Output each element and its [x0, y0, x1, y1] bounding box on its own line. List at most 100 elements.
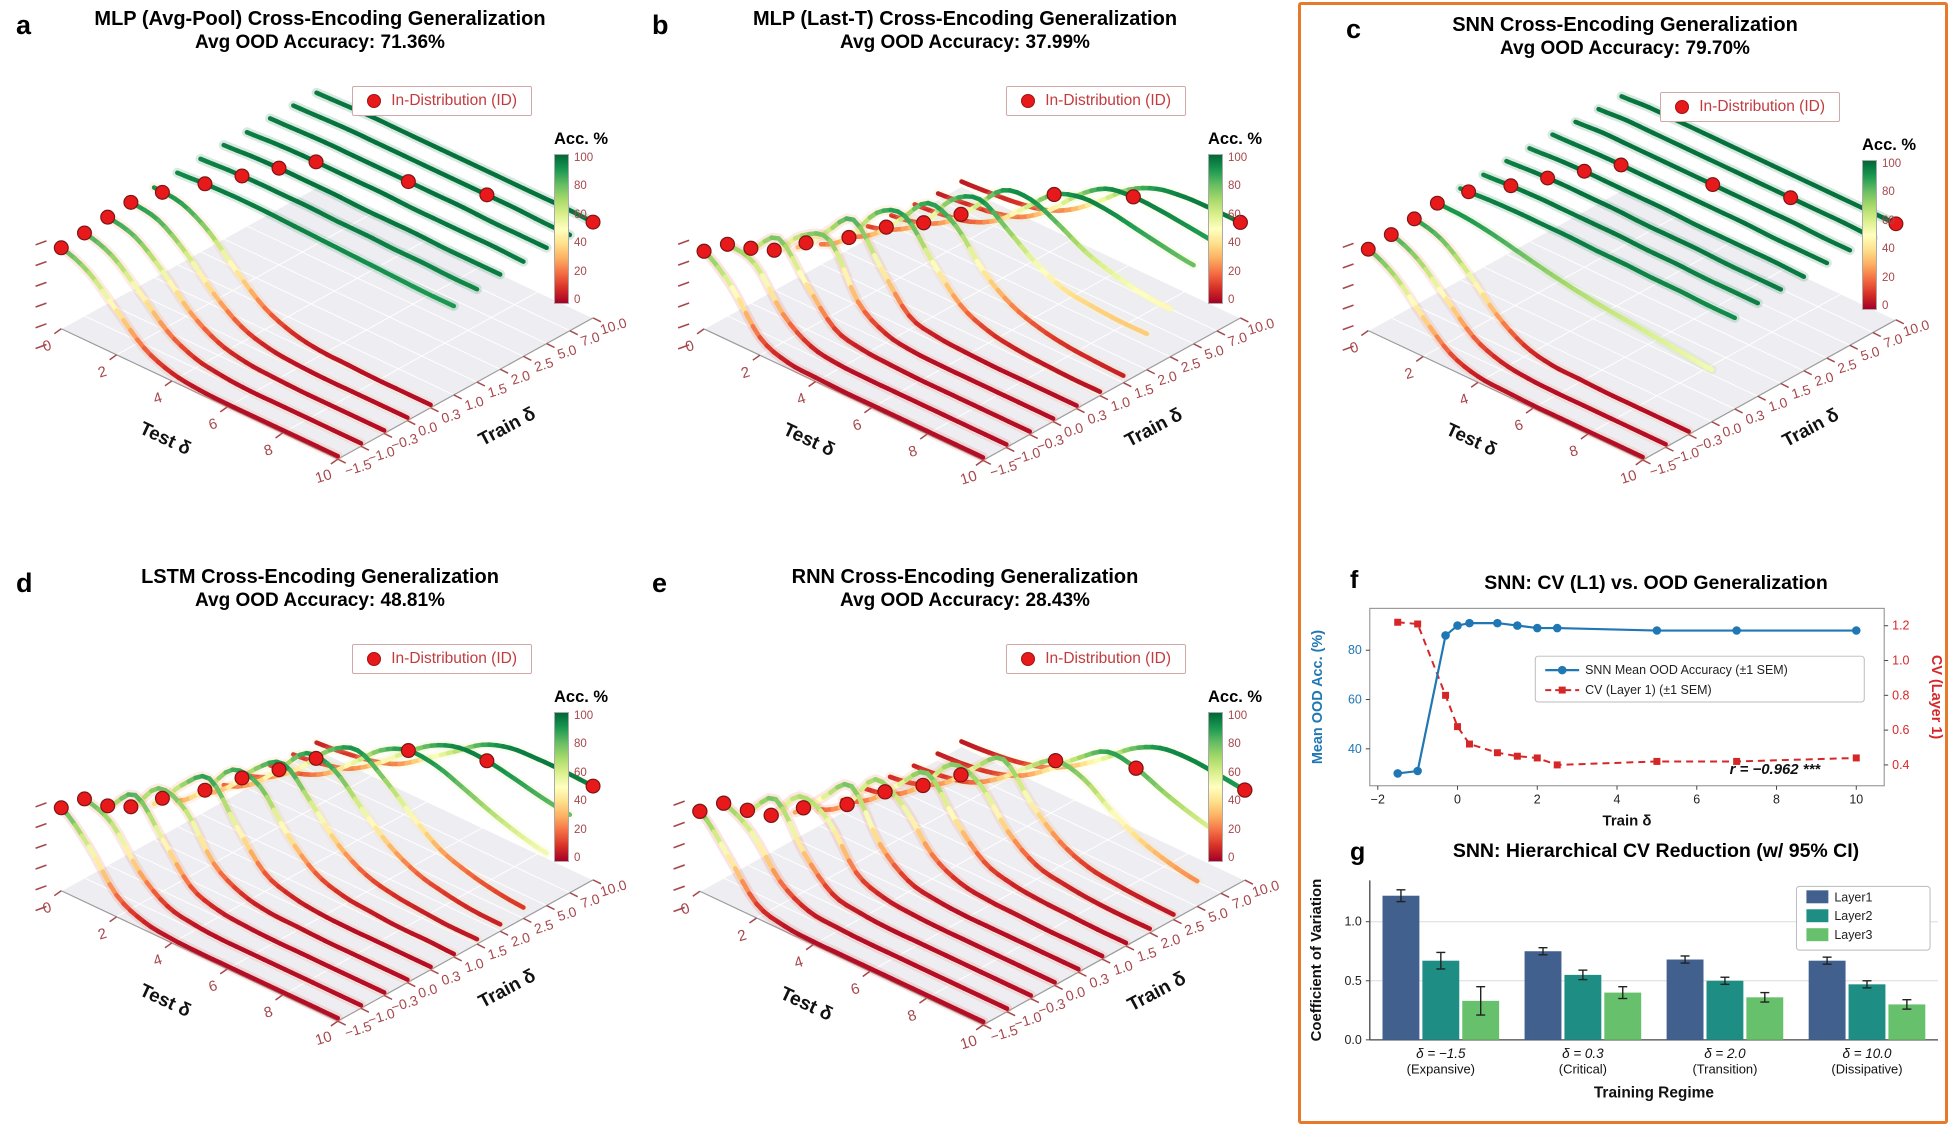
- y-tick-label: 1.0: [1345, 915, 1362, 929]
- train-tick-label: 2.5: [1836, 356, 1859, 376]
- cv-reduction-bar-chart: 0.0 0.5 1.0 δ = −1.5(Expansive) δ = 0.3(Crit…: [1308, 879, 1939, 1102]
- colorbar-tick-label: 80: [1228, 738, 1241, 751]
- ood-marker: [1552, 623, 1562, 633]
- z-axis-tick: [673, 842, 685, 849]
- z-axis-tick: [673, 864, 685, 870]
- cv-marker: [1513, 752, 1521, 760]
- id-dots: [1360, 157, 1904, 257]
- colorbar-tick-label: 80: [1228, 180, 1241, 193]
- panel-d-title: LSTM Cross-Encoding Generalization: [141, 566, 499, 588]
- panel-letter-a: a: [16, 10, 32, 40]
- z-axis-tick: [35, 240, 47, 246]
- test-tick-label: 0: [41, 338, 54, 356]
- id-point: [953, 206, 969, 222]
- id-point: [719, 236, 736, 252]
- id-point: [1540, 170, 1556, 186]
- ood-marker: [1532, 623, 1542, 633]
- train-tick-label: 1.0: [1111, 958, 1135, 979]
- ood-marker: [1732, 626, 1741, 635]
- id-point: [154, 184, 170, 200]
- id-legend: In-Distribution (ID): [1006, 644, 1186, 674]
- cv-marker: [1653, 757, 1661, 765]
- panel-a-subtitle: Avg OOD Accuracy: 71.36%: [195, 32, 445, 53]
- colorbar-tick-label: 20: [574, 265, 587, 278]
- cv-marker: [1454, 723, 1462, 731]
- panel-letter-e: e: [652, 568, 668, 598]
- legend-layer-label: Layer1: [1834, 890, 1872, 904]
- id-point: [798, 235, 814, 251]
- id-point: [234, 168, 250, 184]
- colorbar-tick-label: 100: [1228, 152, 1248, 164]
- z-axis-tick: [1342, 345, 1354, 351]
- train-tick-label: 1.0: [463, 392, 486, 413]
- id-legend-label: In-Distribution (ID): [1699, 98, 1825, 115]
- z-axis-tick: [1342, 324, 1354, 331]
- ood-marker: [1851, 626, 1861, 635]
- id-point: [915, 777, 931, 794]
- train-tick-label: −1.5: [343, 1017, 374, 1040]
- ridge-lines: [694, 736, 1250, 1027]
- id-point: [123, 799, 139, 815]
- id-point: [1429, 195, 1445, 211]
- train-tick-label: 0.3: [439, 967, 462, 988]
- colorbar-tick-label: 100: [574, 152, 594, 164]
- train-tick-label: 2.0: [1156, 367, 1179, 388]
- colorbar-label: Acc. %: [1208, 688, 1263, 706]
- train-tick-label: 10.0: [598, 876, 629, 899]
- x-tick-label: 6: [1693, 793, 1700, 807]
- train-tick-label: −1.0: [1012, 1009, 1044, 1033]
- id-point: [154, 790, 170, 806]
- train-tick-label: 7.0: [579, 890, 602, 911]
- right-y-tick-label: 1.0: [1892, 654, 1909, 668]
- colorbar: Acc. % 100 80 60 40 20 0: [1862, 136, 1934, 312]
- z-axis-tick: [1342, 283, 1354, 290]
- train-tick-label: 5.0: [1202, 341, 1225, 362]
- correlation-annotation: r = −0.962 ***: [1730, 761, 1822, 778]
- z-axis-tick: [35, 843, 47, 850]
- x-tick-label: 4: [1614, 793, 1621, 807]
- z-axis-tick: [1342, 263, 1354, 269]
- colorbar-tick-label: 20: [1228, 823, 1241, 836]
- id-legend: In-Distribution (ID): [1660, 92, 1840, 122]
- legend: Layer1 Layer2 Layer3: [1795, 885, 1931, 951]
- test-axis-label: Test δ: [137, 979, 195, 1021]
- train-tick-label: 10.0: [1250, 878, 1281, 901]
- test-tick-label: 0: [41, 900, 54, 918]
- x-tick-label: 8: [1773, 793, 1780, 807]
- train-tick-label: 2.5: [532, 916, 555, 937]
- colorbar-tick-label: 0: [1882, 299, 1889, 312]
- panel-e-subtitle: Avg OOD Accuracy: 28.43%: [840, 590, 1090, 611]
- cv-marker: [1852, 754, 1860, 762]
- y-tick-label: 0.0: [1345, 1033, 1362, 1047]
- id-legend-label: In-Distribution (ID): [391, 92, 517, 109]
- test-tick-label: 10: [1619, 468, 1639, 488]
- z-axis-tick: [35, 302, 47, 308]
- colorbar-tick-label: 80: [1882, 186, 1895, 199]
- train-tick-label: 0.0: [416, 418, 439, 439]
- bar-layer2: [1564, 974, 1602, 1040]
- colorbar-tick-label: 0: [574, 293, 581, 306]
- test-tick-label: 2: [739, 363, 752, 382]
- panel-letter-g: g: [1350, 838, 1366, 866]
- z-axis-tick: [35, 885, 47, 891]
- test-tick-label: 10: [958, 467, 979, 488]
- panel-d-subtitle: Avg OOD Accuracy: 48.81%: [195, 590, 445, 611]
- train-tick-label: −1.0: [1011, 444, 1042, 467]
- panel-c: c SNN Cross-Encoding Generalization Avg …: [1306, 8, 1944, 556]
- train-tick-label: 5.0: [555, 341, 578, 362]
- panel-letter-d: d: [16, 568, 33, 598]
- colorbar-tick-label: 20: [1882, 271, 1895, 284]
- id-point: [271, 160, 287, 176]
- train-tick-label: −1.0: [366, 443, 397, 466]
- right-y-tick-label: 0.4: [1892, 758, 1909, 772]
- id-dots: [53, 743, 601, 816]
- cv-marker: [1553, 761, 1561, 769]
- left-y-axis-label: Mean OOD Acc. (%): [1310, 630, 1326, 764]
- left-y-tick-label: 40: [1348, 742, 1362, 756]
- panel-e-title: RNN Cross-Encoding Generalization: [791, 566, 1139, 588]
- id-legend: In-Distribution (ID): [352, 644, 532, 674]
- y-axis-label: Coefficient of Variation: [1308, 879, 1325, 1042]
- snn-highlight-border: [1298, 2, 1948, 1124]
- category-label-regime: (Transition): [1692, 1062, 1757, 1077]
- bar-layer2: [1848, 984, 1886, 1040]
